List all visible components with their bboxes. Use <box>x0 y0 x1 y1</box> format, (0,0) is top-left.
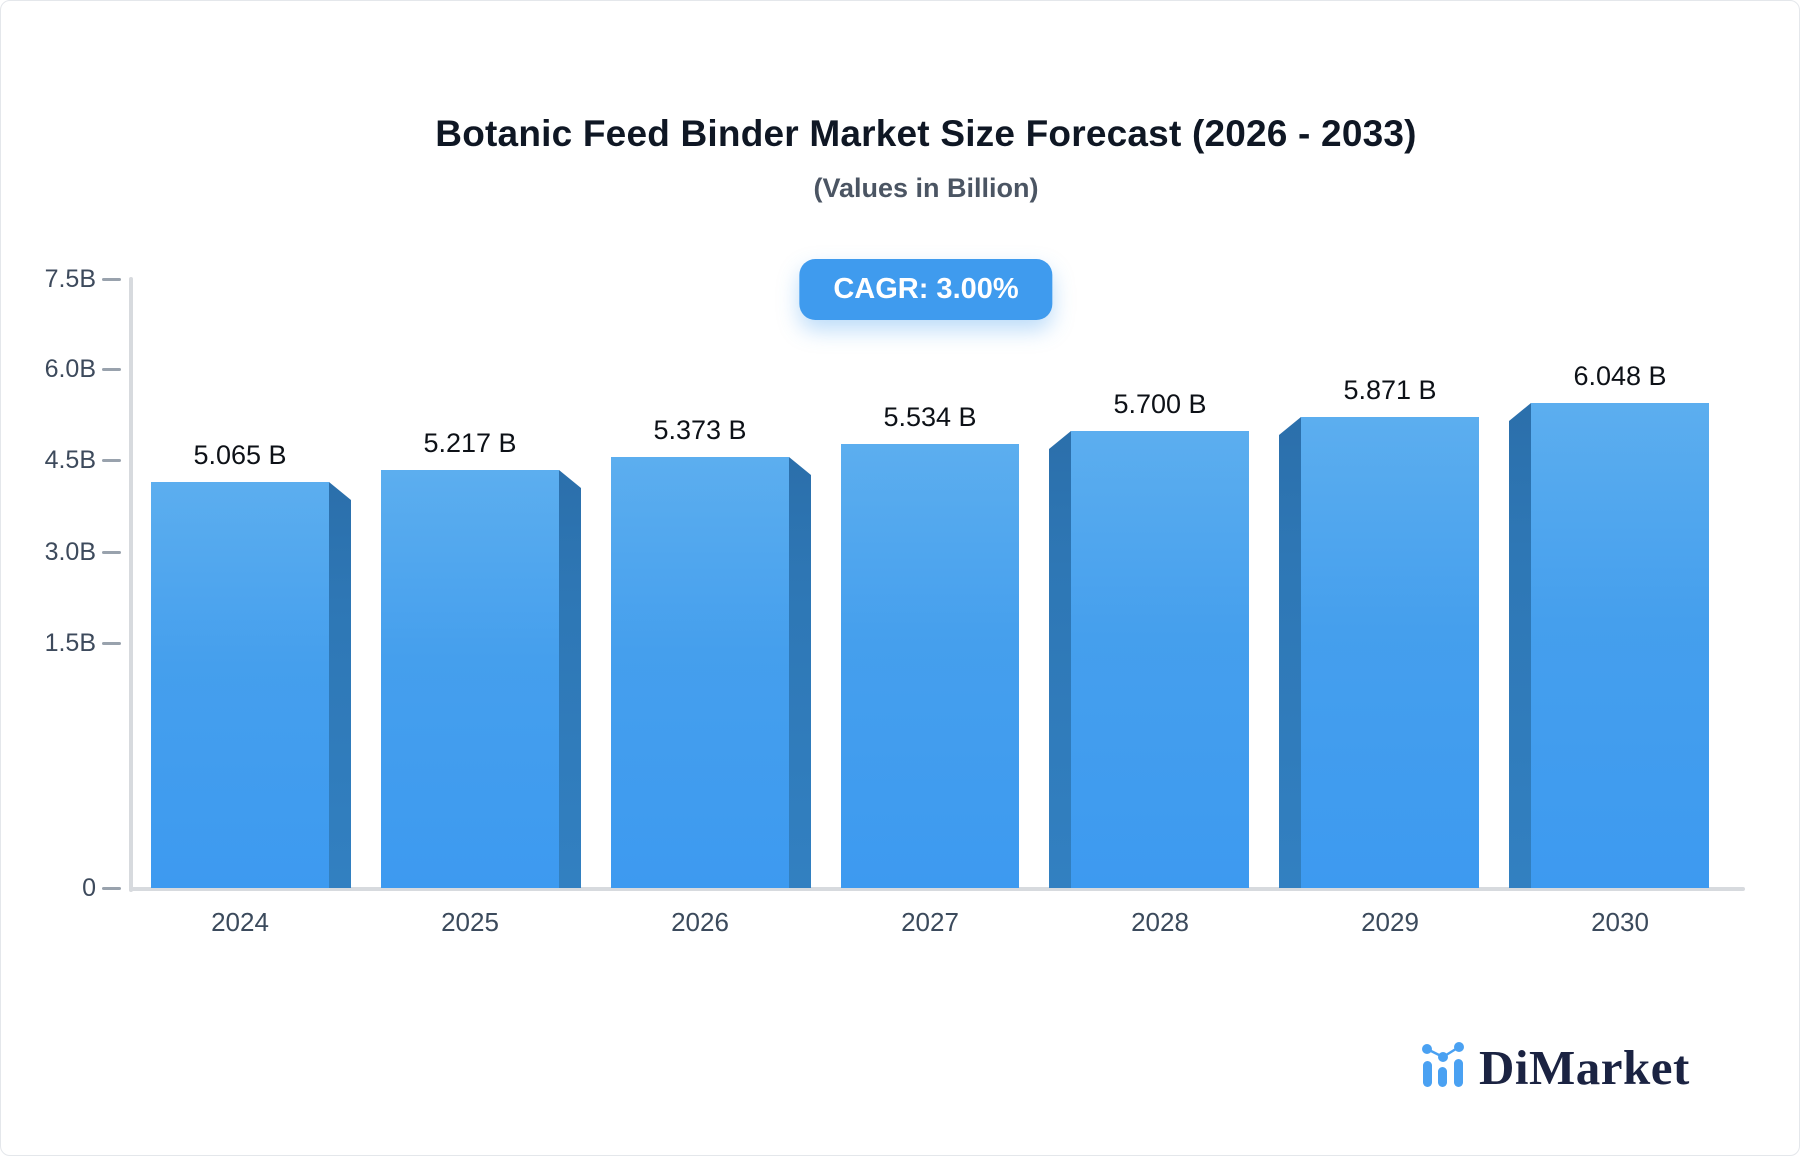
y-tick-label: 1.5B <box>44 629 96 657</box>
x-tick-label: 2025 <box>441 907 499 937</box>
x-tick-label: 2028 <box>1131 907 1189 937</box>
bar-3d-side <box>789 457 811 888</box>
bar-3d-side <box>1279 417 1301 888</box>
y-tick-label: 7.5B <box>44 265 96 293</box>
y-tick-dash <box>102 887 121 890</box>
chart-subtitle: (Values in Billion) <box>813 173 1039 203</box>
y-tick-label: 4.5B <box>44 446 96 474</box>
bar-value-label: 5.217 B <box>423 428 517 458</box>
y-tick-label: 3.0B <box>44 538 96 566</box>
bar-value-label: 5.065 B <box>193 440 287 470</box>
x-axis-baseline <box>129 887 1745 891</box>
bar-2027 <box>841 444 1019 888</box>
y-tick-dash <box>102 278 121 281</box>
bar-2025 <box>381 470 559 888</box>
x-tick-label: 2026 <box>671 907 729 937</box>
bar-value-label: 5.700 B <box>1113 389 1207 419</box>
bar-value-label: 6.048 B <box>1573 361 1667 391</box>
x-tick-label: 2024 <box>211 907 269 937</box>
bar-value-label: 5.373 B <box>653 415 747 445</box>
y-tick-dash <box>102 642 121 645</box>
y-axis-line <box>129 277 133 892</box>
dimarket-logo[interactable]: DiMarket <box>1421 1041 1690 1092</box>
y-tick-label: 0 <box>82 874 96 902</box>
bar-2029 <box>1301 417 1479 888</box>
bar-2024 <box>151 482 329 888</box>
y-tick-dash <box>102 459 121 462</box>
bar-chart-logo-icon <box>1421 1041 1465 1092</box>
y-tick-dash <box>102 368 121 371</box>
bar-2028 <box>1071 431 1249 888</box>
bar-3d-side <box>329 482 351 888</box>
cagr-badge: CAGR: 3.00% <box>799 259 1053 320</box>
bar-3d-side <box>1509 403 1531 888</box>
y-tick-dash <box>102 551 121 554</box>
bar-value-label: 5.534 B <box>883 402 977 432</box>
bar-3d-side <box>1049 431 1071 888</box>
chart-title: Botanic Feed Binder Market Size Forecast… <box>435 113 1417 154</box>
x-tick-label: 2027 <box>901 907 959 937</box>
bar-2026 <box>611 457 789 888</box>
bar-3d-side <box>559 470 581 888</box>
bar-2030 <box>1531 403 1709 888</box>
bar-value-label: 5.871 B <box>1343 375 1437 405</box>
x-tick-label: 2030 <box>1591 907 1649 937</box>
logo-text: DiMarket <box>1479 1040 1690 1095</box>
y-tick-label: 6.0B <box>44 355 96 383</box>
x-tick-label: 2029 <box>1361 907 1419 937</box>
